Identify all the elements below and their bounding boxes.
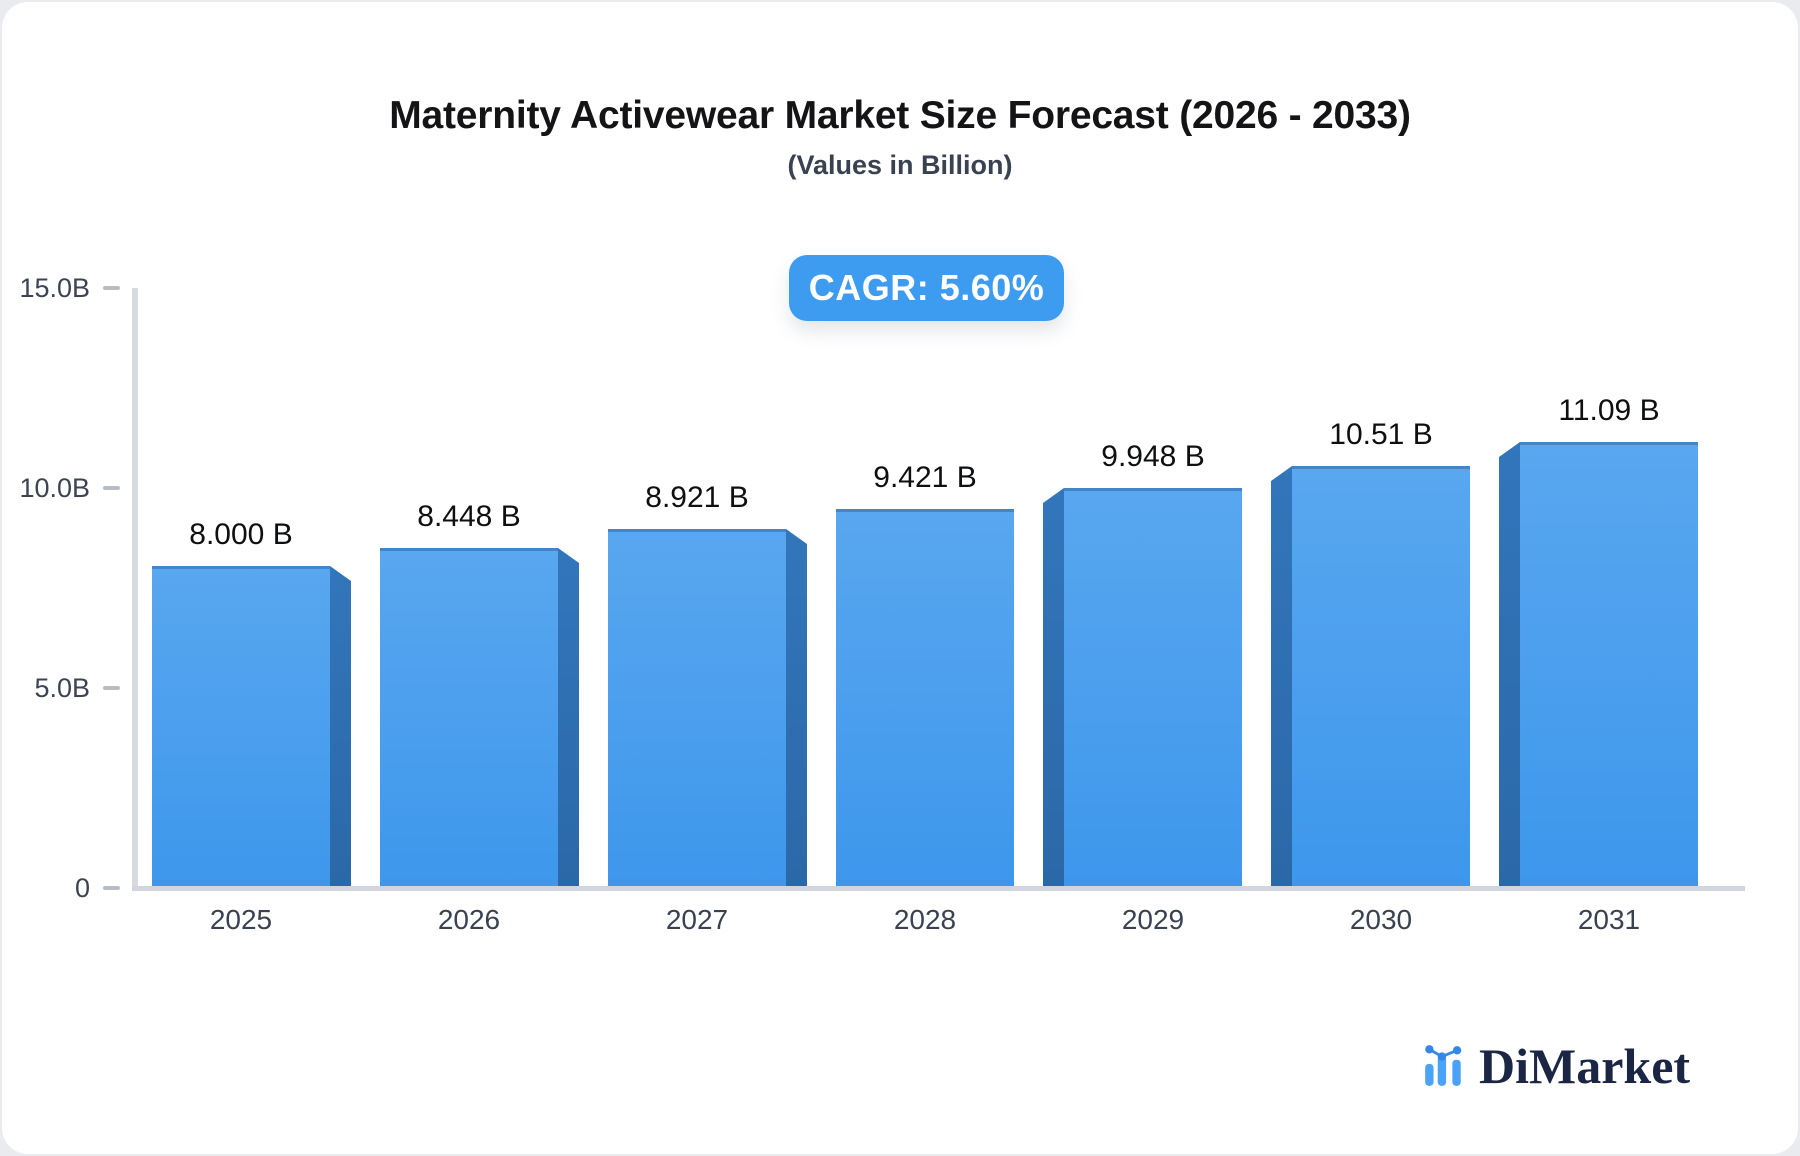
bar-2030 (1292, 466, 1470, 886)
bar-side-2031 (1499, 442, 1520, 886)
x-tick-2026: 2026 (437, 904, 501, 935)
y-tick-label-5.0B: 5.0B (34, 673, 90, 703)
value-label-2028: 9.421 B (873, 461, 977, 494)
bar-2027 (608, 529, 786, 886)
bar-chart-sparkline-icon (1425, 1045, 1462, 1086)
x-tick-2028: 2028 (893, 904, 957, 935)
y-axis-line (132, 288, 138, 891)
chart-title: Maternity Activewear Market Size Forecas… (389, 94, 1411, 137)
bar-2025 (152, 566, 330, 886)
bar-side-2025 (330, 566, 351, 886)
bar-side-2030 (1271, 466, 1292, 886)
value-label-2029: 9.948 B (1101, 440, 1205, 473)
value-label-2027: 8.921 B (645, 481, 749, 514)
value-label-2026: 8.448 B (417, 500, 521, 533)
x-tick-2027: 2027 (665, 904, 729, 935)
bar-side-2026 (558, 548, 579, 886)
bar-2031 (1520, 442, 1698, 886)
brand-logo: DiMarket (1422, 1036, 1690, 1096)
y-tick-dash-10.0B (103, 486, 120, 490)
bar-side-2027 (786, 529, 807, 886)
x-tick-2030: 2030 (1349, 904, 1413, 935)
y-tick-dash-15.0B (103, 286, 120, 290)
bar-2026 (380, 548, 558, 886)
brand-name: DiMarket (1479, 1038, 1691, 1094)
bar-2029 (1064, 488, 1242, 886)
value-label-2031: 11.09 B (1558, 394, 1660, 427)
x-axis-baseline (132, 886, 1745, 891)
x-tick-2025: 2025 (209, 904, 273, 935)
value-label-2025: 8.000 B (189, 518, 293, 551)
y-tick-label-10.0B: 10.0B (19, 473, 90, 503)
y-tick-label-0: 0 (74, 873, 90, 903)
bar-2028 (836, 509, 1014, 886)
y-tick-dash-0 (103, 886, 120, 890)
bar-side-2029 (1043, 488, 1064, 886)
x-tick-2029: 2029 (1121, 904, 1185, 935)
x-tick-2031: 2031 (1577, 904, 1641, 935)
cagr-badge: CAGR: 5.60% (789, 255, 1064, 321)
y-tick-dash-5.0B (103, 686, 120, 690)
y-tick-label-15.0B: 15.0B (19, 273, 90, 303)
value-label-2030: 10.51 B (1329, 418, 1433, 451)
chart-subtitle: (Values in Billion) (787, 150, 1013, 180)
